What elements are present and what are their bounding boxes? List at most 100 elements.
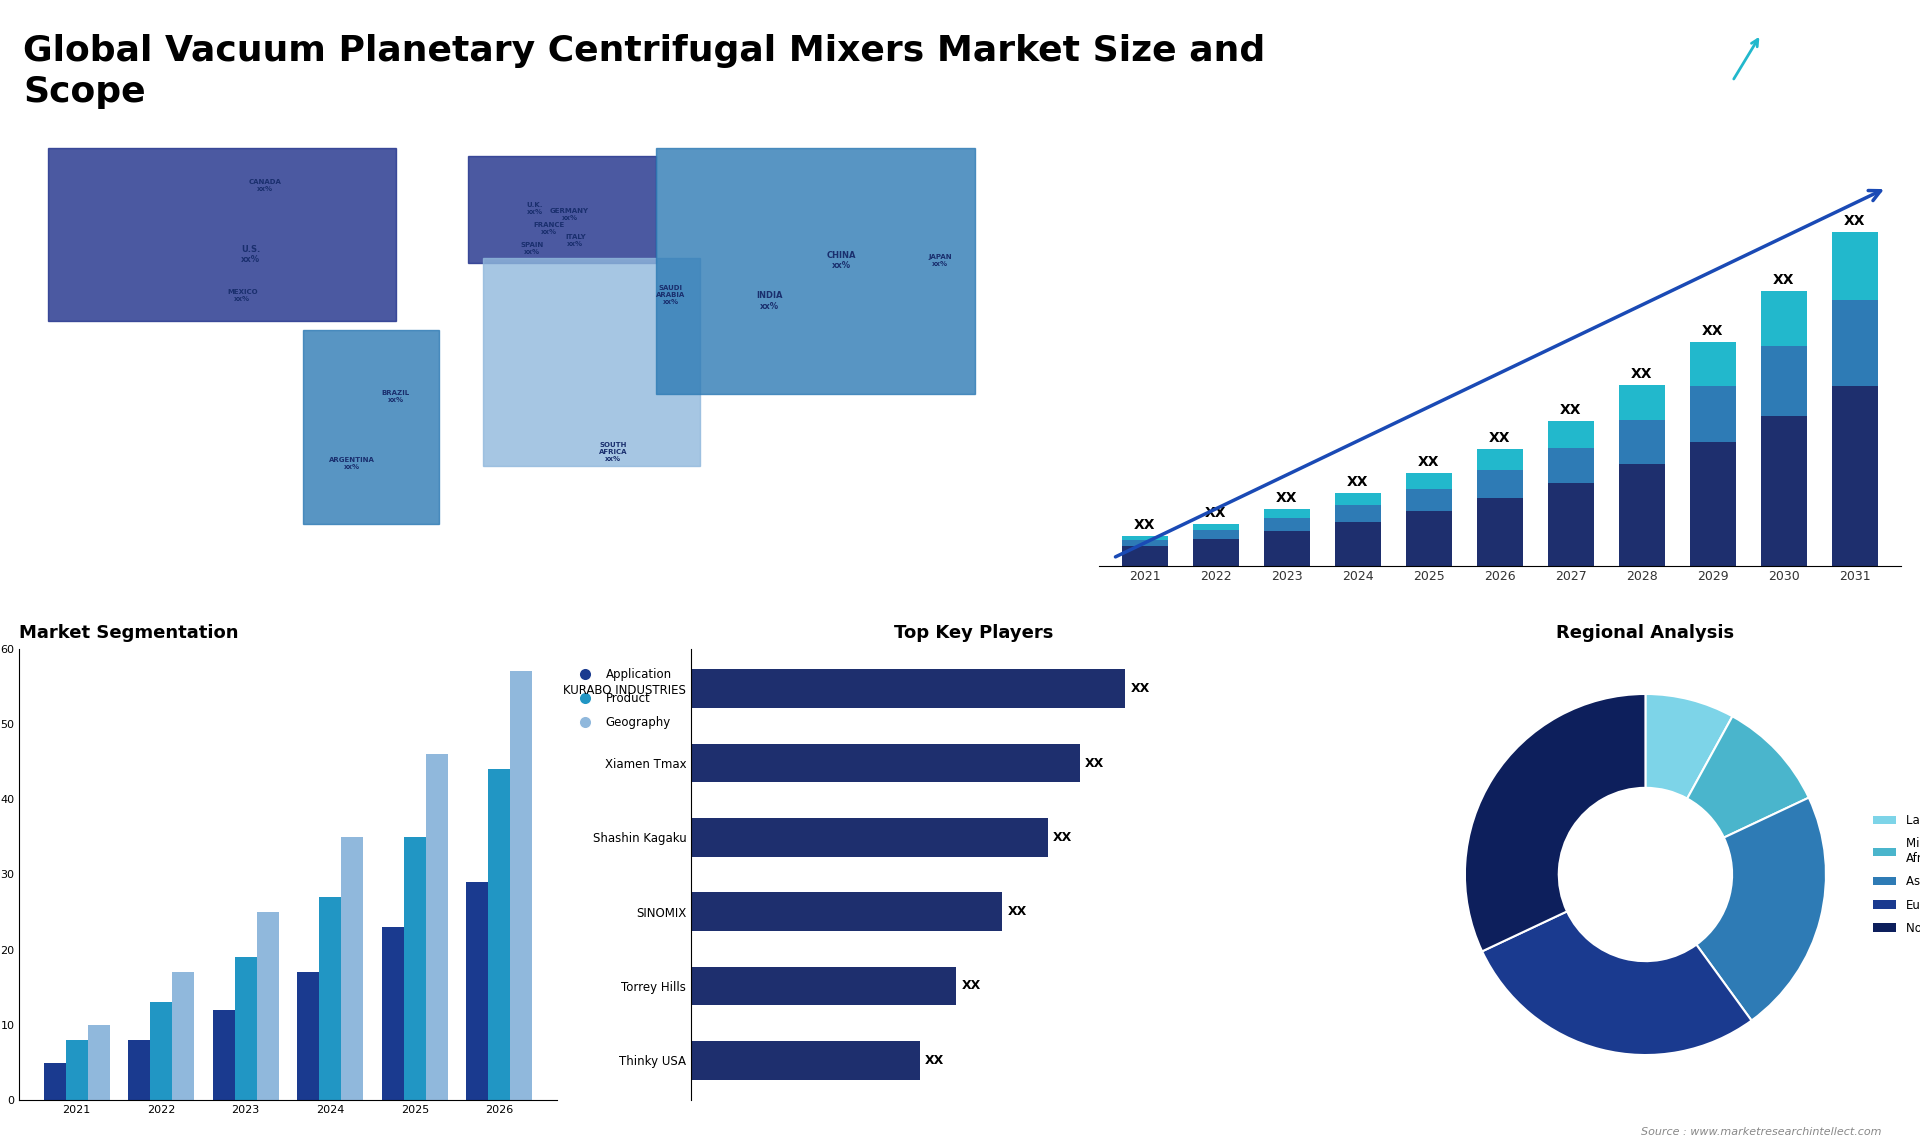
Bar: [1263, 518, 1309, 531]
Text: CHINA
xx%: CHINA xx%: [828, 251, 856, 270]
Bar: [44, 1062, 65, 1100]
Bar: [1690, 386, 1736, 441]
Legend: Application, Product, Geography: Application, Product, Geography: [568, 664, 676, 733]
Text: XX: XX: [1772, 273, 1795, 286]
Bar: [1121, 540, 1167, 545]
Legend: Latin America, Middle East &
Africa, Asia Pacific, Europe, North America: Latin America, Middle East & Africa, Asi…: [1868, 810, 1920, 940]
Text: XX: XX: [962, 980, 981, 992]
Text: ARGENTINA
xx%: ARGENTINA xx%: [330, 457, 374, 470]
Bar: [382, 927, 403, 1100]
Bar: [1690, 342, 1736, 386]
Text: U.K.
xx%: U.K. xx%: [526, 202, 543, 215]
Bar: [691, 669, 1125, 708]
Polygon shape: [468, 156, 657, 264]
Bar: [691, 744, 1079, 783]
Bar: [1405, 472, 1452, 488]
Text: XX: XX: [1135, 518, 1156, 532]
Polygon shape: [657, 148, 975, 394]
Text: CANADA
xx%: CANADA xx%: [250, 179, 282, 191]
Bar: [511, 672, 532, 1100]
Title: Top Key Players: Top Key Players: [893, 623, 1054, 642]
Bar: [1832, 300, 1878, 386]
Text: XX: XX: [1630, 367, 1653, 380]
Text: ITALY
xx%: ITALY xx%: [564, 234, 586, 246]
Text: RESEARCH: RESEARCH: [1789, 77, 1847, 86]
Bar: [298, 972, 319, 1100]
Text: XX: XX: [1085, 756, 1104, 769]
Bar: [1121, 535, 1167, 540]
Text: XX: XX: [1206, 505, 1227, 519]
Text: BRAZIL
xx%: BRAZIL xx%: [382, 390, 409, 403]
Wedge shape: [1465, 694, 1645, 951]
Title: Regional Analysis: Regional Analysis: [1557, 623, 1734, 642]
Bar: [1619, 464, 1665, 566]
Bar: [342, 837, 363, 1100]
Bar: [129, 1039, 150, 1100]
Bar: [150, 1003, 173, 1100]
Text: XX: XX: [1701, 324, 1724, 338]
Bar: [1832, 386, 1878, 566]
Bar: [467, 882, 488, 1100]
Text: XX: XX: [1419, 455, 1440, 469]
Text: XX: XX: [1131, 682, 1150, 696]
Bar: [1192, 524, 1238, 529]
Bar: [1334, 504, 1380, 521]
Text: Market Segmentation: Market Segmentation: [19, 623, 238, 642]
Text: SOUTH
AFRICA
xx%: SOUTH AFRICA xx%: [599, 441, 628, 462]
Text: SPAIN
xx%: SPAIN xx%: [520, 243, 543, 256]
Wedge shape: [1645, 694, 1732, 799]
Bar: [1334, 493, 1380, 504]
Bar: [213, 1010, 234, 1100]
Text: XX: XX: [1561, 402, 1582, 417]
Text: XX: XX: [1490, 431, 1511, 445]
Text: MARKET: MARKET: [1795, 52, 1841, 62]
Bar: [1476, 497, 1523, 566]
Text: U.S.
xx%: U.S. xx%: [242, 245, 261, 265]
Text: XX: XX: [1008, 905, 1027, 918]
Bar: [319, 897, 342, 1100]
Bar: [88, 1025, 109, 1100]
Text: INTELLECT: INTELLECT: [1789, 101, 1847, 111]
Bar: [1619, 385, 1665, 419]
Bar: [1761, 346, 1807, 416]
Bar: [426, 754, 447, 1100]
Text: Source : www.marketresearchintellect.com: Source : www.marketresearchintellect.com: [1642, 1127, 1882, 1137]
Bar: [1548, 482, 1594, 566]
Bar: [488, 769, 511, 1100]
Bar: [173, 972, 194, 1100]
Text: XX: XX: [1054, 831, 1073, 843]
Bar: [1761, 291, 1807, 346]
Bar: [1548, 421, 1594, 448]
Polygon shape: [303, 330, 440, 524]
Wedge shape: [1482, 911, 1751, 1055]
Bar: [1192, 529, 1238, 539]
Bar: [234, 957, 257, 1100]
Bar: [65, 1039, 88, 1100]
Text: XX: XX: [925, 1054, 945, 1067]
Polygon shape: [48, 148, 396, 321]
Text: XX: XX: [1843, 214, 1866, 228]
Text: FRANCE
xx%: FRANCE xx%: [534, 222, 564, 235]
Bar: [691, 1041, 920, 1080]
Bar: [1476, 449, 1523, 470]
Wedge shape: [1697, 798, 1826, 1021]
Bar: [1761, 416, 1807, 566]
Bar: [691, 893, 1002, 931]
Bar: [1832, 231, 1878, 300]
Polygon shape: [1667, 45, 1745, 131]
Text: JAPAN
xx%: JAPAN xx%: [929, 254, 952, 267]
Text: XX: XX: [1277, 490, 1298, 504]
Bar: [1690, 441, 1736, 566]
Bar: [1263, 509, 1309, 518]
Text: Global Vacuum Planetary Centrifugal Mixers Market Size and
Scope: Global Vacuum Planetary Centrifugal Mixe…: [23, 34, 1265, 109]
Wedge shape: [1688, 716, 1809, 838]
Bar: [1619, 419, 1665, 464]
Bar: [1334, 521, 1380, 566]
Bar: [691, 818, 1048, 857]
Bar: [691, 967, 956, 1005]
Bar: [1121, 545, 1167, 566]
Bar: [403, 837, 426, 1100]
Text: INDIA
xx%: INDIA xx%: [756, 291, 783, 311]
Text: MEXICO
xx%: MEXICO xx%: [227, 289, 257, 301]
Text: XX: XX: [1348, 474, 1369, 488]
